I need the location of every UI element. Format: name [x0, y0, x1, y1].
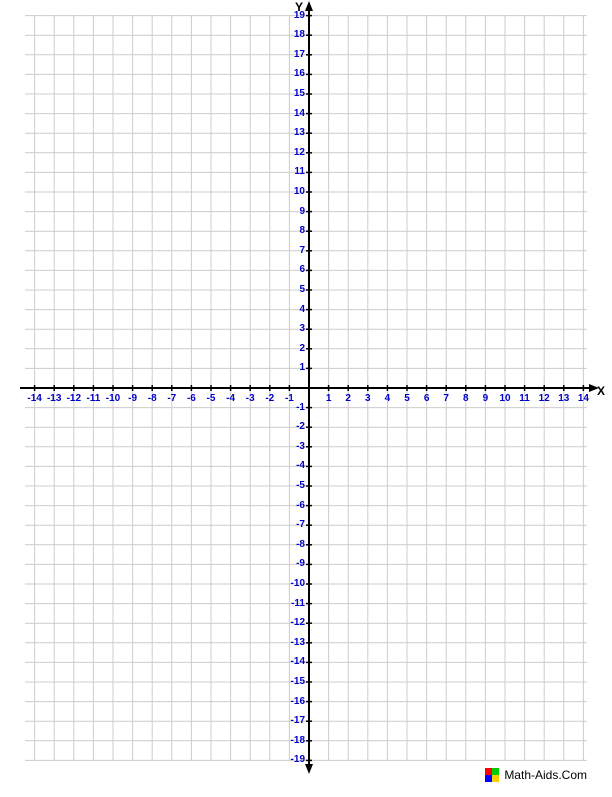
y-tick-label: 2	[287, 343, 305, 354]
x-axis-letter: X	[597, 384, 605, 398]
y-tick-label: 18	[287, 29, 305, 40]
x-tick-label: -11	[85, 393, 101, 404]
x-tick-label: -9	[125, 393, 141, 404]
y-tick-label: 3	[287, 323, 305, 334]
y-tick-label: 7	[287, 245, 305, 256]
x-tick-label: -12	[66, 393, 82, 404]
y-tick-label: -1	[287, 402, 305, 413]
y-tick-label: -8	[287, 539, 305, 550]
x-tick-label: 1	[321, 393, 337, 404]
y-tick-label: -12	[287, 617, 305, 628]
x-tick-label: -3	[242, 393, 258, 404]
x-tick-label: 5	[399, 393, 415, 404]
y-tick-label: 12	[287, 147, 305, 158]
x-tick-label: -14	[27, 393, 43, 404]
y-tick-label: 5	[287, 284, 305, 295]
footer-logo-icon	[485, 768, 499, 782]
y-tick-label: -13	[287, 637, 305, 648]
y-tick-label: -19	[287, 754, 305, 765]
y-tick-label: -7	[287, 519, 305, 530]
x-tick-label: 12	[536, 393, 552, 404]
y-tick-label: -2	[287, 421, 305, 432]
footer-text: Math-Aids.Com	[504, 768, 587, 782]
x-tick-label: 10	[497, 393, 513, 404]
x-tick-label: -10	[105, 393, 121, 404]
x-tick-label: -13	[46, 393, 62, 404]
x-tick-label: 13	[556, 393, 572, 404]
x-tick-label: 9	[477, 393, 493, 404]
x-tick-label: 14	[575, 393, 591, 404]
x-tick-label: -4	[223, 393, 239, 404]
y-tick-label: -10	[287, 578, 305, 589]
x-tick-label: 4	[379, 393, 395, 404]
x-tick-label: 3	[360, 393, 376, 404]
y-tick-label: 13	[287, 127, 305, 138]
y-tick-label: 15	[287, 88, 305, 99]
x-tick-label: 11	[517, 393, 533, 404]
y-tick-label: 17	[287, 49, 305, 60]
y-tick-label: 10	[287, 186, 305, 197]
y-tick-label: -9	[287, 558, 305, 569]
y-tick-label: -16	[287, 696, 305, 707]
y-tick-label: 6	[287, 264, 305, 275]
y-tick-label: -3	[287, 441, 305, 452]
y-tick-label: -14	[287, 656, 305, 667]
y-tick-label: 9	[287, 206, 305, 217]
y-tick-label: 4	[287, 304, 305, 315]
y-tick-label: -18	[287, 735, 305, 746]
y-tick-label: -11	[287, 598, 305, 609]
y-tick-label: 8	[287, 225, 305, 236]
x-tick-label: -7	[164, 393, 180, 404]
x-tick-label: 6	[419, 393, 435, 404]
x-tick-label: -8	[144, 393, 160, 404]
x-tick-label: 8	[458, 393, 474, 404]
y-tick-label: 16	[287, 68, 305, 79]
y-tick-label: 14	[287, 108, 305, 119]
y-tick-label: 11	[287, 166, 305, 177]
x-tick-label: 7	[438, 393, 454, 404]
x-tick-label: -5	[203, 393, 219, 404]
y-tick-label: -5	[287, 480, 305, 491]
x-tick-label: -6	[183, 393, 199, 404]
footer: Math-Aids.Com	[485, 768, 587, 782]
y-tick-label: -6	[287, 500, 305, 511]
x-tick-label: -2	[262, 393, 278, 404]
y-tick-label: -15	[287, 676, 305, 687]
y-tick-label: -17	[287, 715, 305, 726]
y-tick-label: -4	[287, 460, 305, 471]
y-tick-label: 1	[287, 362, 305, 373]
y-axis-letter: Y	[295, 0, 303, 14]
x-tick-label: 2	[340, 393, 356, 404]
